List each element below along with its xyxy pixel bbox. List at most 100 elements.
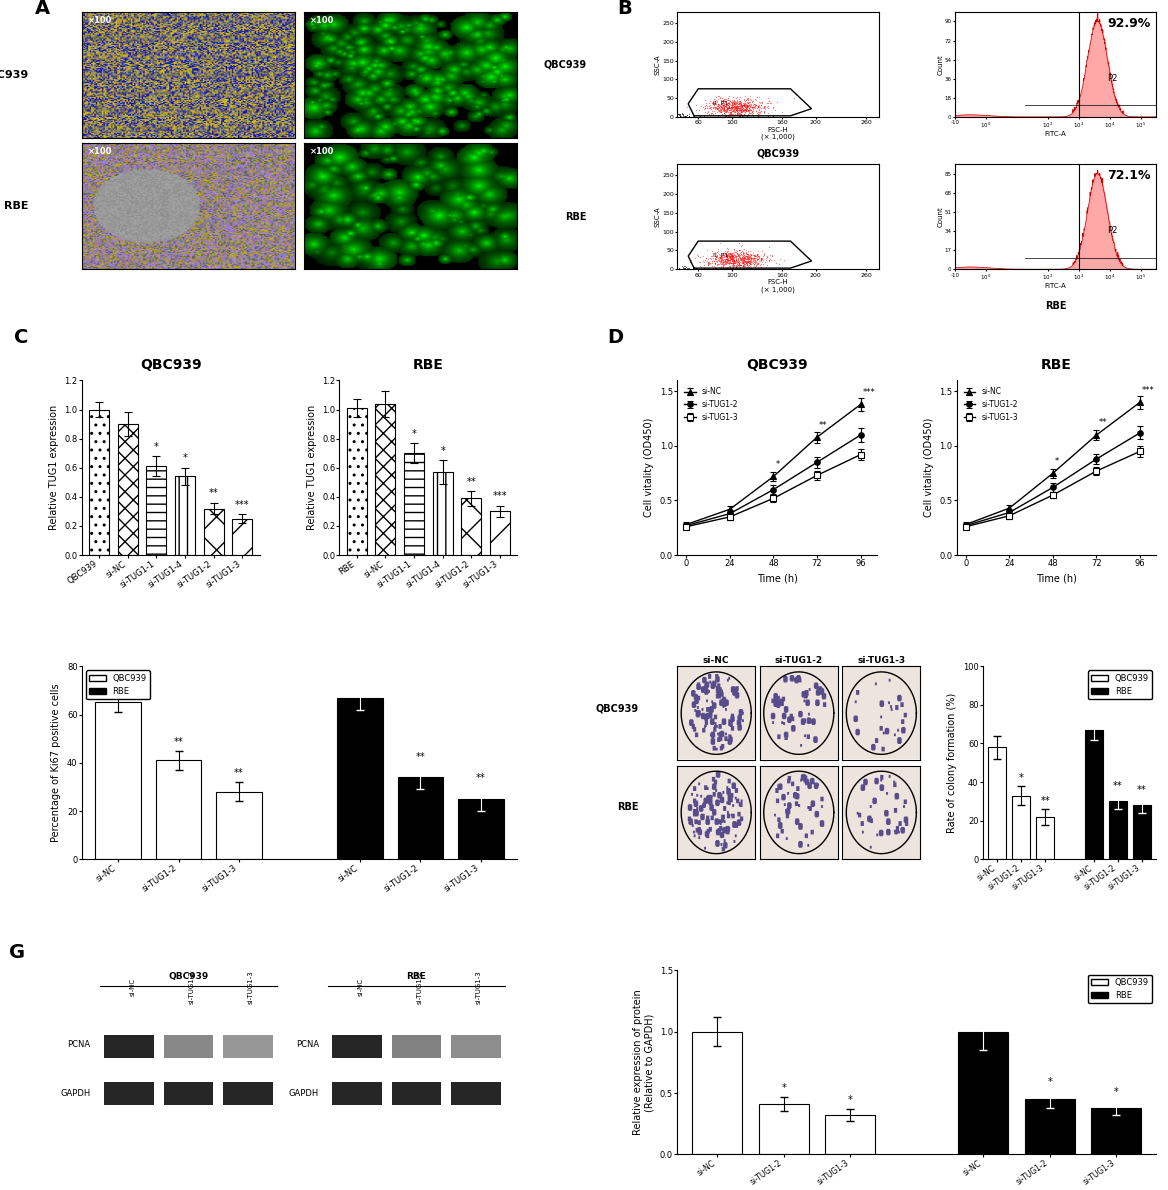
Point — [738, 244, 757, 263]
Point — [653, 259, 672, 278]
Point — [735, 101, 753, 120]
Point — [718, 251, 737, 270]
Point — [718, 94, 737, 113]
Point — [639, 259, 658, 278]
Point — [728, 96, 746, 115]
Point — [745, 245, 764, 264]
Point — [714, 95, 732, 114]
Point — [731, 93, 750, 112]
Point — [703, 104, 722, 123]
Point — [649, 258, 668, 277]
Point — [661, 106, 680, 125]
Bar — [398, 777, 443, 859]
Point — [741, 86, 759, 105]
Point — [721, 246, 739, 265]
Point — [725, 99, 744, 118]
Y-axis label: Count: Count — [937, 206, 944, 227]
Point — [711, 246, 730, 265]
Point — [737, 106, 756, 125]
Point — [737, 99, 756, 118]
Point — [672, 105, 690, 124]
Text: A: A — [35, 0, 50, 18]
Point — [725, 98, 744, 117]
Point — [731, 104, 750, 123]
Point — [641, 258, 660, 277]
Point — [751, 250, 770, 269]
Point — [725, 249, 744, 268]
Point — [756, 259, 774, 278]
Point — [642, 258, 661, 277]
Point — [738, 249, 757, 268]
Point — [716, 259, 735, 278]
Point — [736, 95, 755, 114]
Point — [723, 251, 742, 270]
Point — [648, 105, 667, 124]
Point — [742, 250, 760, 269]
Text: ×100: ×100 — [311, 146, 334, 156]
Point — [744, 249, 763, 268]
Point — [723, 256, 742, 275]
Point — [723, 245, 742, 264]
Point — [717, 245, 736, 264]
Point — [753, 249, 772, 268]
Point — [749, 96, 767, 115]
Point — [785, 88, 804, 107]
Point — [749, 246, 767, 265]
Point — [722, 99, 741, 118]
Point — [730, 246, 749, 265]
Point — [755, 98, 773, 117]
Point — [658, 106, 676, 125]
Bar — [404, 453, 424, 555]
Point — [743, 102, 762, 121]
Point — [734, 93, 752, 112]
Point — [730, 252, 749, 271]
Point — [698, 255, 717, 274]
Point — [665, 106, 683, 125]
Point — [734, 249, 752, 268]
Point — [750, 87, 769, 106]
Point — [730, 94, 749, 113]
Point — [742, 95, 760, 114]
Point — [743, 95, 762, 114]
Point — [716, 252, 735, 271]
Point — [735, 250, 753, 269]
Title: si-TUG1-2: si-TUG1-2 — [774, 657, 822, 665]
Point — [728, 105, 746, 124]
Point — [734, 256, 752, 275]
Point — [738, 106, 757, 125]
Point — [742, 253, 760, 273]
Point — [735, 100, 753, 119]
Point — [714, 257, 732, 276]
Point — [763, 245, 781, 264]
Point — [721, 99, 739, 118]
Point — [725, 251, 744, 270]
Point — [760, 94, 779, 113]
Point — [728, 255, 746, 274]
Point — [723, 105, 742, 124]
Point — [729, 251, 748, 270]
Point — [644, 107, 662, 126]
Point — [680, 258, 698, 277]
Point — [719, 252, 738, 271]
Point — [752, 242, 771, 261]
Point — [683, 258, 702, 277]
Point — [719, 250, 738, 269]
Point — [691, 248, 710, 267]
Point — [724, 253, 743, 273]
Point — [712, 249, 731, 268]
Point — [732, 107, 751, 126]
Point — [716, 252, 735, 271]
Point — [735, 255, 753, 274]
Point — [732, 250, 751, 269]
Point — [737, 253, 756, 273]
Point — [724, 96, 743, 115]
Text: ***: *** — [862, 388, 875, 396]
Point — [718, 100, 737, 119]
Bar — [1024, 1100, 1075, 1154]
Point — [736, 87, 755, 106]
Point — [734, 250, 752, 269]
Point — [748, 250, 766, 269]
Point — [744, 104, 763, 123]
Point — [732, 249, 751, 268]
Point — [710, 95, 729, 114]
